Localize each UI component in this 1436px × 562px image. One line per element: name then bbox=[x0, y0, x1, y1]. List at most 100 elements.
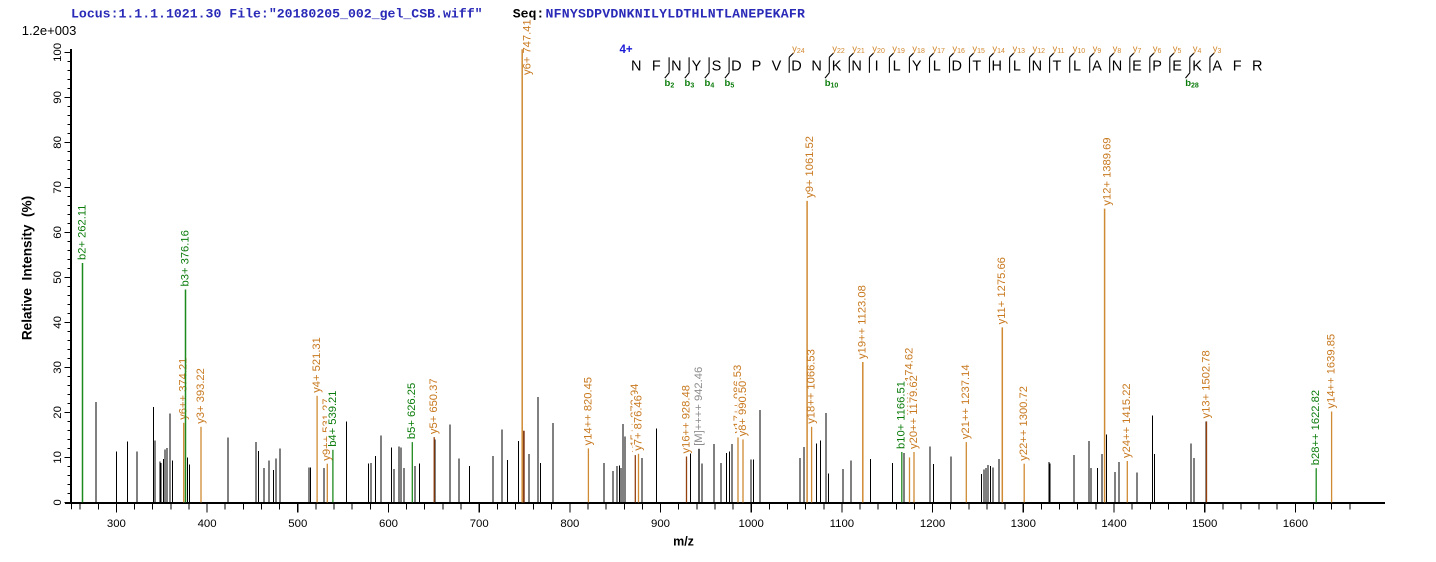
svg-text:y11: y11 bbox=[1053, 43, 1065, 55]
svg-text:[M]++++ 942.46: [M]++++ 942.46 bbox=[693, 367, 705, 446]
svg-text:b10: b10 bbox=[825, 78, 839, 90]
svg-text:y4: y4 bbox=[1193, 43, 1202, 55]
svg-text:y20: y20 bbox=[872, 43, 885, 55]
svg-text:b4: b4 bbox=[705, 78, 715, 90]
svg-text:D: D bbox=[952, 58, 962, 74]
svg-text:b28++ 1622.82: b28++ 1622.82 bbox=[1310, 390, 1322, 465]
svg-text:y22: y22 bbox=[832, 43, 845, 55]
svg-text:E: E bbox=[1172, 58, 1182, 74]
svg-text:b2+ 262.11: b2+ 262.11 bbox=[76, 205, 88, 260]
svg-text:N: N bbox=[631, 58, 641, 74]
svg-text:H: H bbox=[992, 58, 1002, 74]
svg-text:b5+ 626.25: b5+ 626.25 bbox=[406, 383, 418, 439]
svg-text:100: 100 bbox=[52, 43, 64, 62]
svg-text:F: F bbox=[652, 58, 661, 74]
svg-text:S: S bbox=[712, 58, 722, 74]
svg-text:b28: b28 bbox=[1185, 78, 1199, 90]
svg-text:y7: y7 bbox=[1133, 43, 1142, 55]
svg-text:y3: y3 bbox=[1213, 43, 1222, 55]
svg-text:y16: y16 bbox=[952, 43, 965, 55]
svg-text:60: 60 bbox=[52, 226, 64, 239]
svg-text:y13: y13 bbox=[1013, 43, 1026, 55]
svg-text:L: L bbox=[933, 58, 941, 74]
svg-text:N: N bbox=[811, 58, 821, 74]
svg-text:y8+ 990.50: y8+ 990.50 bbox=[737, 381, 749, 437]
svg-text:y14: y14 bbox=[992, 43, 1005, 55]
svg-text:400: 400 bbox=[198, 518, 217, 530]
svg-text:K: K bbox=[1192, 58, 1202, 74]
svg-text:P: P bbox=[752, 58, 762, 74]
svg-text:y18++ 1066.53: y18++ 1066.53 bbox=[806, 349, 818, 424]
svg-text:K: K bbox=[832, 58, 842, 74]
svg-text:NFNYSDPVDNKNILYLDTHLNTLANEPEKA: NFNYSDPVDNKNILYLDTHLNTLANEPEKAFR bbox=[546, 7, 806, 22]
svg-text:y12+ 1389.69: y12+ 1389.69 bbox=[1102, 137, 1114, 205]
svg-text:R: R bbox=[1252, 58, 1262, 74]
svg-text:b3+ 376.16: b3+ 376.16 bbox=[179, 230, 191, 286]
svg-text:y18: y18 bbox=[912, 43, 925, 55]
svg-text:80: 80 bbox=[52, 136, 64, 149]
svg-text:1600: 1600 bbox=[1283, 518, 1308, 530]
svg-text:y16++ 928.48: y16++ 928.48 bbox=[680, 385, 692, 453]
svg-text:y21: y21 bbox=[852, 43, 865, 55]
svg-text:y6: y6 bbox=[1153, 43, 1162, 55]
svg-text:y9: y9 bbox=[1093, 43, 1102, 55]
svg-text:600: 600 bbox=[379, 518, 398, 530]
svg-text:T: T bbox=[1052, 58, 1061, 74]
svg-text:y21++ 1237.14: y21++ 1237.14 bbox=[960, 364, 972, 439]
svg-text:L: L bbox=[893, 58, 901, 74]
svg-text:b2: b2 bbox=[665, 78, 675, 90]
svg-text:P: P bbox=[1152, 58, 1162, 74]
svg-text:Locus:1.1.1.1021.30 File:"2018: Locus:1.1.1.1021.30 File:"20180205_002_g… bbox=[71, 7, 483, 22]
svg-text:20: 20 bbox=[52, 406, 64, 419]
svg-text:y5+ 650.37: y5+ 650.37 bbox=[428, 378, 440, 434]
svg-text:D: D bbox=[791, 58, 801, 74]
svg-text:40: 40 bbox=[52, 316, 64, 329]
svg-text:300: 300 bbox=[107, 518, 126, 530]
svg-text:b10+ 1166.51: b10+ 1166.51 bbox=[896, 381, 908, 449]
svg-text:y19: y19 bbox=[892, 43, 905, 55]
svg-text:y20++ 1179.62: y20++ 1179.62 bbox=[908, 375, 920, 449]
svg-text:y12: y12 bbox=[1033, 43, 1046, 55]
svg-text:1300: 1300 bbox=[1011, 518, 1036, 530]
svg-text:y4+ 521.31: y4+ 521.31 bbox=[311, 337, 323, 393]
svg-text:y9+ 1061.52: y9+ 1061.52 bbox=[804, 136, 816, 198]
svg-text:y8: y8 bbox=[1113, 43, 1122, 55]
svg-text:Seq:: Seq: bbox=[513, 7, 545, 22]
svg-text:T: T bbox=[972, 58, 981, 74]
svg-text:A: A bbox=[1212, 58, 1222, 74]
svg-text:1100: 1100 bbox=[830, 518, 855, 530]
svg-text:F: F bbox=[1233, 58, 1242, 74]
svg-text:4+: 4+ bbox=[620, 44, 633, 56]
svg-text:1200: 1200 bbox=[920, 518, 945, 530]
svg-text:b4+ 539.21: b4+ 539.21 bbox=[327, 390, 339, 446]
svg-text:V: V bbox=[772, 58, 782, 74]
svg-text:0: 0 bbox=[52, 499, 64, 505]
svg-text:900: 900 bbox=[651, 518, 670, 530]
svg-text:Y: Y bbox=[692, 58, 702, 74]
svg-text:y19++ 1123.08: y19++ 1123.08 bbox=[857, 285, 869, 359]
svg-text:y24: y24 bbox=[792, 43, 805, 55]
svg-text:y13+ 1502.78: y13+ 1502.78 bbox=[1200, 350, 1212, 418]
svg-text:y11+ 1275.66: y11+ 1275.66 bbox=[996, 257, 1008, 324]
svg-text:D: D bbox=[731, 58, 741, 74]
svg-text:1400: 1400 bbox=[1101, 518, 1126, 530]
svg-text:10: 10 bbox=[52, 451, 64, 464]
svg-text:50: 50 bbox=[52, 271, 64, 284]
svg-text:y6+ 747.41: y6+ 747.41 bbox=[522, 19, 534, 75]
svg-text:E: E bbox=[1132, 58, 1142, 74]
svg-text:y17: y17 bbox=[932, 43, 945, 55]
svg-text:N: N bbox=[851, 58, 861, 74]
svg-text:N: N bbox=[671, 58, 681, 74]
svg-text:I: I bbox=[875, 58, 879, 74]
svg-text:y7+ 876.46: y7+ 876.46 bbox=[632, 395, 644, 451]
svg-text:N: N bbox=[1112, 58, 1122, 74]
svg-text:y24++ 1415.22: y24++ 1415.22 bbox=[1121, 383, 1133, 458]
svg-text:y14++ 1639.85: y14++ 1639.85 bbox=[1326, 334, 1338, 409]
svg-text:1.2e+003: 1.2e+003 bbox=[22, 23, 77, 38]
svg-text:y5: y5 bbox=[1173, 43, 1182, 55]
svg-text:500: 500 bbox=[288, 518, 307, 530]
svg-text:Relative Intensity (%): Relative Intensity (%) bbox=[20, 196, 35, 340]
svg-text:700: 700 bbox=[470, 518, 489, 530]
svg-text:y22++ 1300.72: y22++ 1300.72 bbox=[1018, 386, 1030, 461]
svg-text:30: 30 bbox=[52, 361, 64, 374]
